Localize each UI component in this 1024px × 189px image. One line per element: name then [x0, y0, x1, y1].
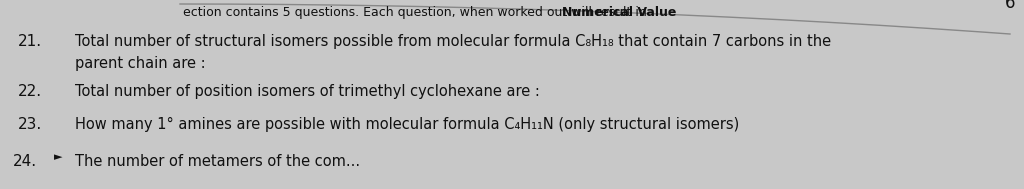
Text: ection contains 5 questions. Each question, when worked out will result in: ection contains 5 questions. Each questi…: [183, 6, 650, 19]
Text: 21.: 21.: [18, 34, 42, 49]
Text: 22.: 22.: [18, 84, 42, 99]
Text: 23.: 23.: [18, 117, 42, 132]
Text: The number of metamers of the com...: The number of metamers of the com...: [75, 154, 360, 169]
Text: Total number of position isomers of trimethyl cyclohexane are :: Total number of position isomers of trim…: [75, 84, 540, 99]
Text: 6: 6: [1005, 0, 1016, 12]
Text: parent chain are :: parent chain are :: [75, 56, 206, 71]
Text: How many 1° amines are possible with molecular formula C₄H₁₁N (only structural i: How many 1° amines are possible with mol…: [75, 117, 739, 132]
Text: ►: ►: [54, 152, 62, 162]
Text: 24.: 24.: [13, 154, 37, 169]
Text: Numerical Value: Numerical Value: [562, 6, 676, 19]
Text: Total number of structural isomers possible from molecular formula C₈H₁₈ that co: Total number of structural isomers possi…: [75, 34, 831, 49]
